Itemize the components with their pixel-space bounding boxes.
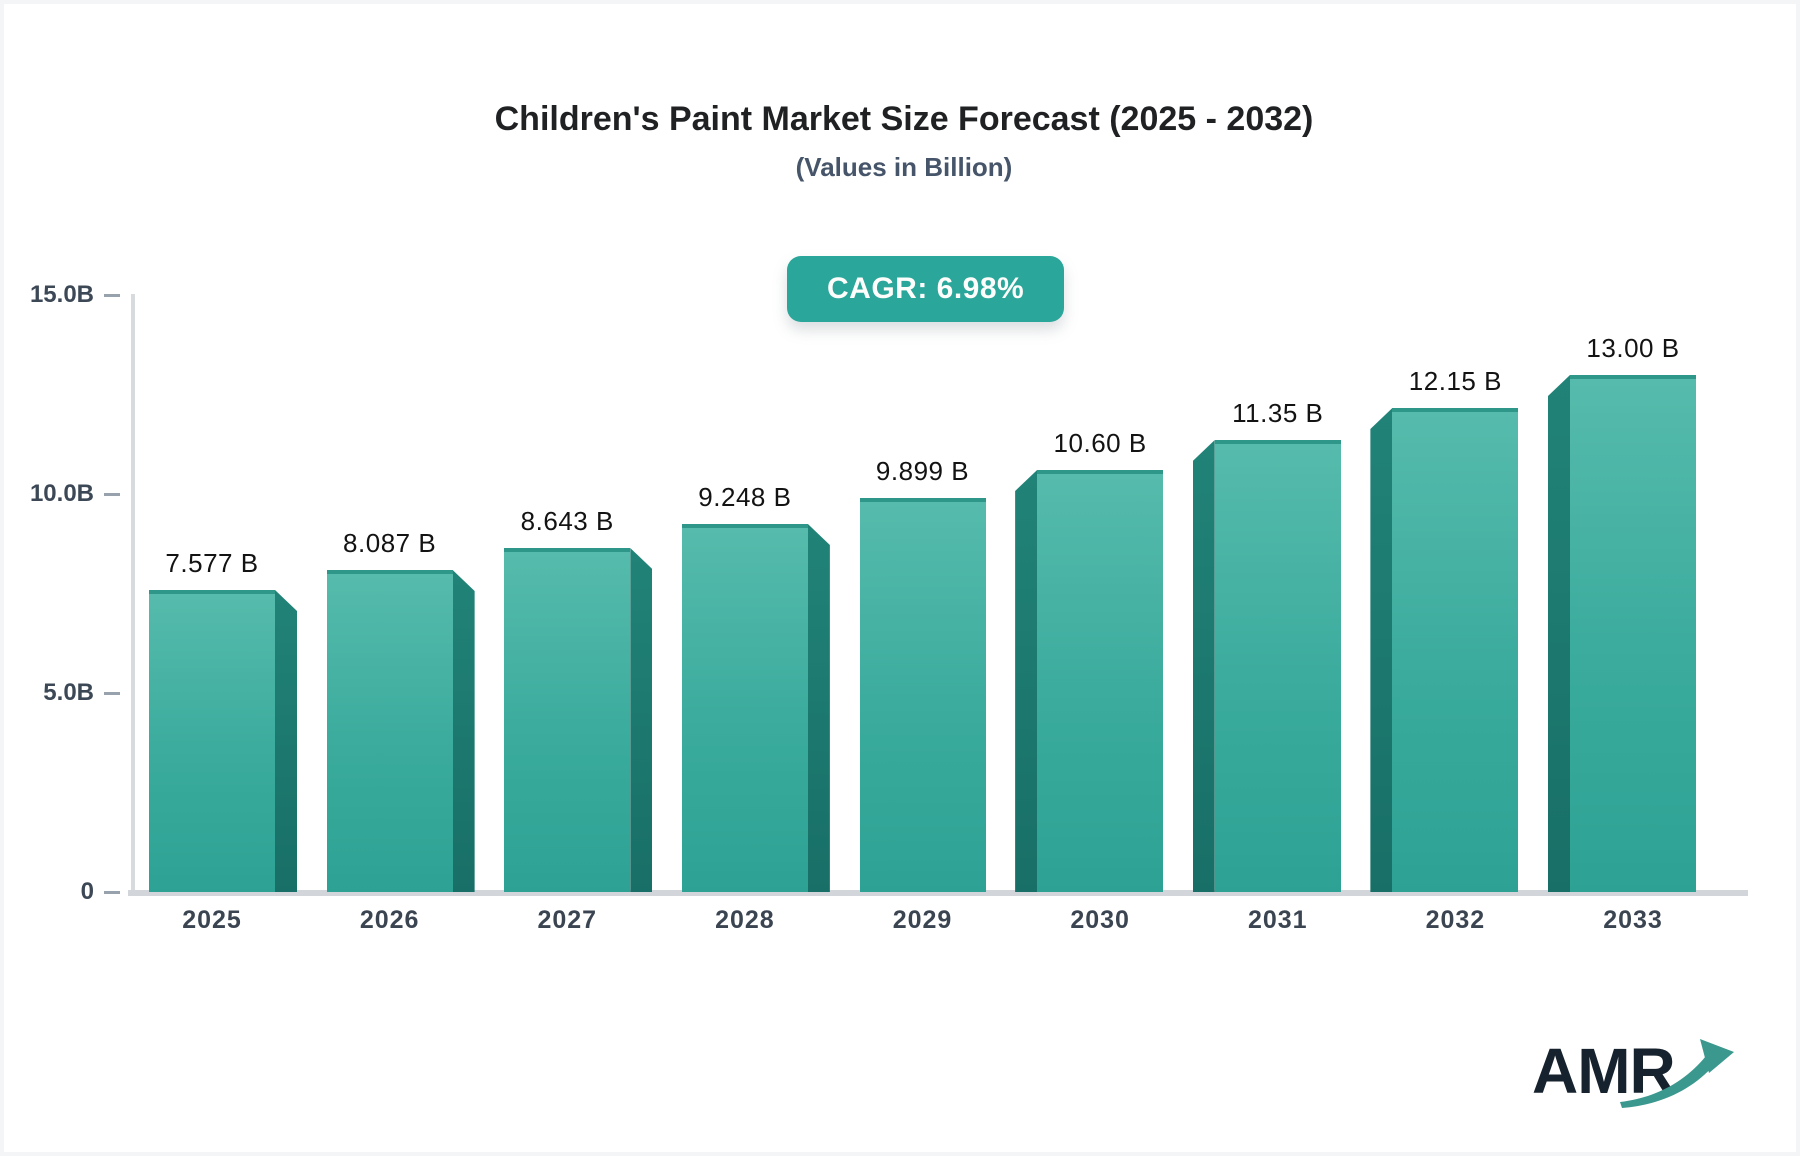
bar-front-face xyxy=(859,498,986,892)
bar-value-label: 7.577 B xyxy=(165,548,259,578)
x-axis-label-2029: 2029 xyxy=(892,906,953,934)
y-tick-label: 5.0B xyxy=(43,679,94,706)
bar-2027 xyxy=(504,548,653,892)
bar-2030 xyxy=(1015,470,1164,892)
x-axis-label-2025: 2025 xyxy=(182,906,242,934)
cagr-badge: CAGR: 6.98% xyxy=(787,256,1065,322)
y-tick-label: 15.0B xyxy=(29,281,94,308)
bar-value-label: 11.35 B xyxy=(1232,398,1324,428)
bar-2029 xyxy=(859,498,986,892)
bar-front-face xyxy=(681,524,808,892)
bar-side-face xyxy=(1015,470,1038,892)
y-tick-dash xyxy=(104,294,120,297)
bar-side-face xyxy=(1548,375,1570,892)
bar-2032 xyxy=(1370,408,1519,892)
bar-front-face xyxy=(149,590,275,892)
bar-side-face xyxy=(1192,440,1215,892)
bar-side-face xyxy=(452,570,475,892)
bar-value-label: 9.899 B xyxy=(875,456,970,486)
y-axis-line xyxy=(131,294,135,892)
y-tick-dash xyxy=(104,493,120,496)
bar-2026 xyxy=(326,570,475,892)
amr-logo: AMR xyxy=(1532,1034,1742,1124)
x-axis-label-2028: 2028 xyxy=(715,906,775,934)
bar-2028 xyxy=(681,524,830,892)
x-axis-line xyxy=(128,890,1748,896)
bar-front-face xyxy=(504,548,631,892)
cagr-badge-label: CAGR: 6.98% xyxy=(827,272,1025,305)
x-axis-label-2031: 2031 xyxy=(1247,906,1308,934)
bar-value-label: 13.00 B xyxy=(1586,333,1680,363)
bar-value-label: 10.60 B xyxy=(1053,428,1147,458)
chart-card: Children's Paint Market Size Forecast (2… xyxy=(4,4,1796,1152)
bar-value-label: 9.248 B xyxy=(698,482,792,512)
bar-2025 xyxy=(149,590,297,892)
x-axis-label-2030: 2030 xyxy=(1070,906,1130,934)
y-tick-dash xyxy=(104,891,120,894)
bar-value-label: 8.643 B xyxy=(520,506,614,536)
y-tick-dash xyxy=(104,692,120,695)
bar-front-face xyxy=(1214,440,1341,892)
bar-front-face xyxy=(1570,375,1696,892)
x-axis-label-2026: 2026 xyxy=(359,906,420,934)
bar-side-face xyxy=(630,548,653,892)
bar-front-face xyxy=(1037,470,1164,892)
growth-arrow-icon xyxy=(1620,1039,1734,1108)
bar-2033 xyxy=(1548,375,1696,892)
x-axis-label-2027: 2027 xyxy=(537,906,598,934)
x-axis-label-2032: 2032 xyxy=(1425,906,1486,934)
chart-subtitle: (Values in Billion) xyxy=(795,152,1013,182)
bar-front-face xyxy=(1392,408,1519,892)
bar-2031 xyxy=(1192,440,1341,892)
bar-front-face xyxy=(326,570,453,892)
y-tick-label: 0 xyxy=(80,878,94,905)
bar-value-label: 8.087 B xyxy=(343,528,437,558)
x-axis-label-2033: 2033 xyxy=(1603,906,1663,934)
bar-side-face xyxy=(807,524,830,892)
chart-title: Children's Paint Market Size Forecast (2… xyxy=(494,100,1314,138)
y-tick-label: 10.0B xyxy=(29,480,94,507)
bar-value-label: 12.15 B xyxy=(1408,366,1502,396)
bar-side-face xyxy=(275,590,297,892)
bar-side-face xyxy=(1370,408,1393,892)
